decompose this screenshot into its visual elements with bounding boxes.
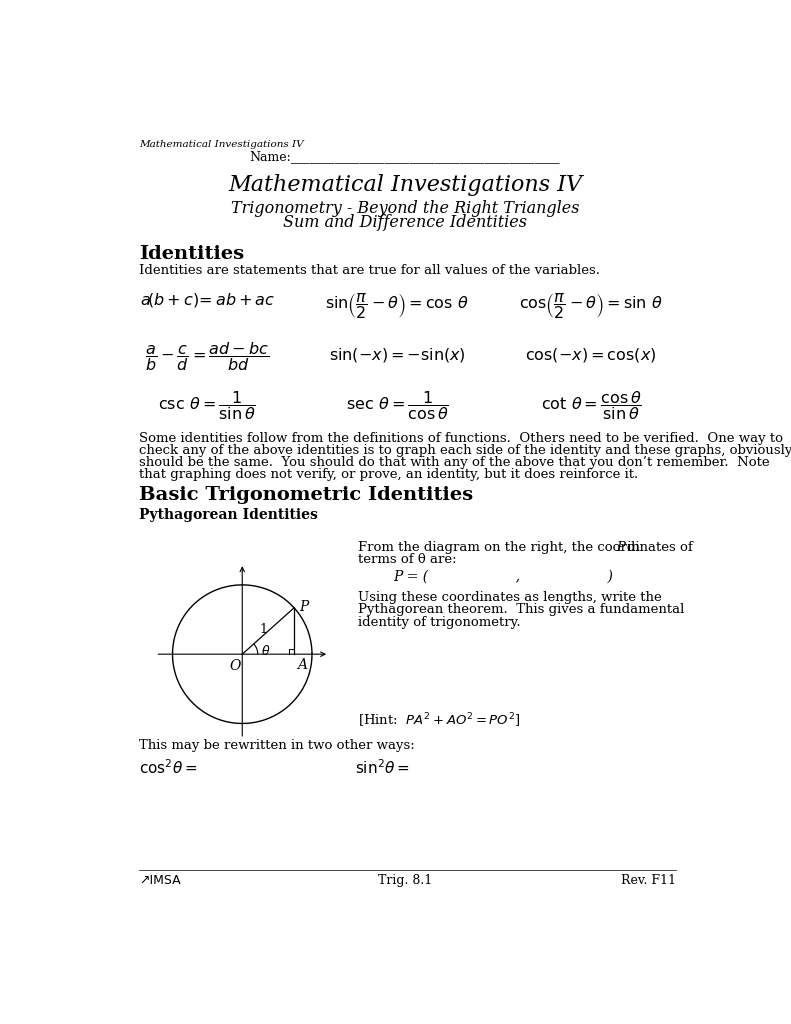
Text: Mathematical Investigations IV: Mathematical Investigations IV bbox=[139, 140, 304, 148]
Text: Trigonometry - Beyond the Right Triangles: Trigonometry - Beyond the Right Triangle… bbox=[231, 200, 579, 217]
Text: should be the same.  You should do that with any of the above that you don’t rem: should be the same. You should do that w… bbox=[139, 457, 770, 469]
Text: [Hint:  $PA^2 + AO^2 = PO^2$]: [Hint: $PA^2 + AO^2 = PO^2$] bbox=[358, 712, 521, 730]
Text: Sum and Difference Identities: Sum and Difference Identities bbox=[283, 214, 527, 230]
Text: $\csc\,\theta=\dfrac{1}{\sin\theta}$: $\csc\,\theta=\dfrac{1}{\sin\theta}$ bbox=[158, 388, 256, 422]
Text: $\cot\,\theta=\dfrac{\cos\theta}{\sin\theta}$: $\cot\,\theta=\dfrac{\cos\theta}{\sin\th… bbox=[540, 388, 642, 422]
Text: Rev. F11: Rev. F11 bbox=[621, 874, 676, 888]
Text: check any of the above identities is to graph each side of the identity and thes: check any of the above identities is to … bbox=[139, 444, 791, 458]
Text: terms of θ are:: terms of θ are: bbox=[358, 553, 457, 566]
Text: in: in bbox=[623, 541, 640, 554]
Text: Pythagorean theorem.  This gives a fundamental: Pythagorean theorem. This gives a fundam… bbox=[358, 603, 685, 616]
Text: that graphing does not verify, or prove, an identity, but it does reinforce it.: that graphing does not verify, or prove,… bbox=[139, 468, 638, 481]
Text: $\cos\!\left(\dfrac{\pi}{2}-\theta\right)=\sin\,\theta$: $\cos\!\left(\dfrac{\pi}{2}-\theta\right… bbox=[519, 291, 663, 321]
Text: Identities are statements that are true for all values of the variables.: Identities are statements that are true … bbox=[139, 264, 600, 276]
Text: $\cos(-x)=\cos(x)$: $\cos(-x)=\cos(x)$ bbox=[525, 346, 657, 365]
Text: Basic Trigonometric Identities: Basic Trigonometric Identities bbox=[139, 486, 473, 504]
Text: From the diagram on the right, the coordinates of: From the diagram on the right, the coord… bbox=[358, 541, 698, 554]
Text: Some identities follow from the definitions of functions.  Others need to be ver: Some identities follow from the definiti… bbox=[139, 432, 783, 445]
Text: $\theta$: $\theta$ bbox=[261, 644, 271, 658]
Text: $\sin(-x) = \mathrm{-sin}(x)$: $\sin(-x) = \mathrm{-sin}(x)$ bbox=[329, 346, 466, 365]
Text: Using these coordinates as lengths, write the: Using these coordinates as lengths, writ… bbox=[358, 591, 662, 604]
Text: $\sec\,\theta=\dfrac{1}{\cos\theta}$: $\sec\,\theta=\dfrac{1}{\cos\theta}$ bbox=[346, 388, 448, 422]
Text: $\cos^2\!\theta =$: $\cos^2\!\theta =$ bbox=[139, 758, 198, 777]
Text: identity of trigonometry.: identity of trigonometry. bbox=[358, 615, 521, 629]
Text: 1: 1 bbox=[259, 623, 267, 636]
Text: Pythagorean Identities: Pythagorean Identities bbox=[139, 508, 318, 522]
Text: This may be rewritten in two other ways:: This may be rewritten in two other ways: bbox=[139, 739, 415, 752]
Text: $\dfrac{a}{b}-\dfrac{c}{d}=\dfrac{ad-bc}{bd}$: $\dfrac{a}{b}-\dfrac{c}{d}=\dfrac{ad-bc}… bbox=[146, 340, 270, 373]
Text: ↗IMSA: ↗IMSA bbox=[139, 874, 181, 888]
Text: P = (                    ,                    ): P = ( , ) bbox=[393, 569, 613, 584]
Text: $a\!\left(b+c\right)\!=ab+ac$: $a\!\left(b+c\right)\!=ab+ac$ bbox=[140, 291, 275, 309]
Text: Mathematical Investigations IV: Mathematical Investigations IV bbox=[228, 174, 582, 196]
Text: $\sin^2\!\theta =$: $\sin^2\!\theta =$ bbox=[354, 758, 409, 777]
Text: Identities: Identities bbox=[139, 245, 244, 262]
Text: P: P bbox=[299, 600, 308, 614]
Text: O: O bbox=[230, 658, 241, 673]
Text: P: P bbox=[616, 541, 626, 554]
Text: Name:___________________________________________: Name:___________________________________… bbox=[250, 151, 560, 164]
Text: Trig. 8.1: Trig. 8.1 bbox=[378, 874, 432, 888]
Text: $\sin\!\left(\dfrac{\pi}{2}-\theta\right)=\cos\,\theta$: $\sin\!\left(\dfrac{\pi}{2}-\theta\right… bbox=[325, 291, 469, 321]
Text: A: A bbox=[297, 658, 307, 672]
